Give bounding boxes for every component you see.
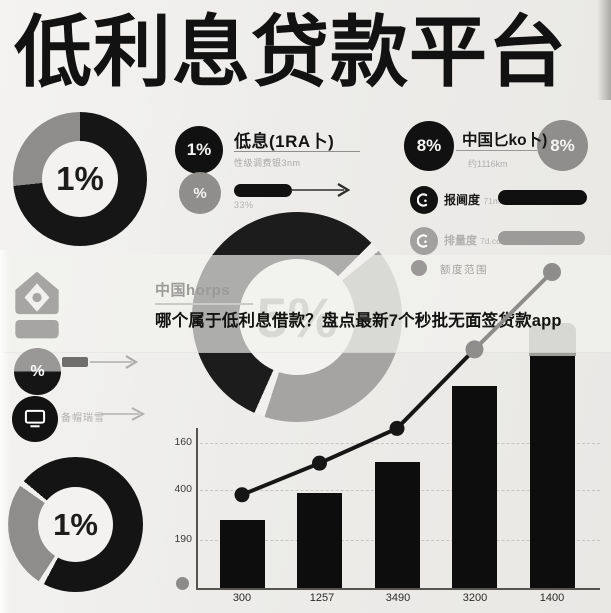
percent-badge: % [179, 172, 221, 214]
page-title: 低利息贷款平台 [14, 8, 568, 96]
rate-bar-caption: 33% [234, 200, 254, 210]
row-label-sub: 7d.cd [480, 236, 501, 246]
x-axis-tick: 3200 [462, 592, 488, 604]
legend-dot-icon [411, 260, 427, 276]
donut-chart-bottom-left: 1% [8, 457, 143, 592]
divider [456, 150, 537, 151]
y-axis-tick: 160 [174, 436, 192, 448]
right-arrow-icon [291, 182, 351, 198]
divider [155, 303, 253, 305]
row-label-2: 排量度 7d.cd [444, 232, 501, 248]
x-axis-tick: 3490 [385, 592, 411, 604]
china-card-title: 中国匕ko卜) [462, 132, 548, 149]
china-card-subtitle: 约1116km [468, 159, 508, 169]
donut-value: 1% [42, 141, 118, 217]
origin-dot-icon [176, 577, 189, 590]
rate-card-subtitle: 性级调费银3nm [234, 158, 301, 168]
rate-badge: 1% [175, 126, 223, 174]
bar [219, 520, 265, 588]
donut-value: 1% [38, 487, 113, 562]
crescent-icon [417, 193, 428, 207]
x-axis-tick: 300 [232, 592, 252, 604]
legend-label: 额度范围 [440, 264, 488, 276]
monitor-badge [12, 396, 58, 442]
donut-chart-top-left: 1% [13, 112, 147, 246]
x-axis-tick: 1400 [539, 592, 565, 604]
china-badge-left: 8% [404, 121, 454, 171]
bar [452, 385, 497, 588]
right-edge-shade [597, 0, 611, 100]
house-icon [15, 271, 59, 339]
headline-banner: 中国horps 哪个属于低利息借款？盘点最新7个秒批无面签贷款app [0, 255, 611, 353]
trend-point [312, 455, 327, 471]
row-label-text: 排量度 [444, 235, 477, 247]
row-label-sub: 71mm [483, 196, 507, 206]
row-badge-1 [410, 186, 438, 214]
percent-split-badge: % [14, 348, 61, 395]
progress-pill [234, 184, 292, 197]
left-edge-highlight [0, 250, 10, 613]
rate-card-title: 低息(1RA卜) [234, 132, 335, 151]
divider [234, 151, 360, 152]
bar [374, 461, 420, 588]
bar [297, 493, 342, 588]
china-badge-right: 8% [537, 120, 588, 171]
row-label-text: 报阃度 [444, 193, 481, 207]
trend-point [389, 420, 405, 436]
y-axis [196, 428, 198, 588]
x-axis-tick: 1257 [309, 592, 335, 604]
row-badge-2 [410, 227, 438, 255]
mini-progress-bar [62, 357, 88, 367]
y-axis-tick: 190 [174, 533, 192, 545]
right-arrow-icon [101, 407, 146, 421]
row-label-1: 报阃度 71mm [444, 191, 507, 208]
value-bar-dark [498, 190, 587, 205]
metric-row-label: 备帽瑞雪 [61, 413, 105, 424]
bar [529, 355, 575, 588]
y-axis-tick: 400 [174, 483, 192, 495]
headline-text: 哪个属于低利息借款？盘点最新7个秒批无面签贷款app [155, 312, 562, 330]
x-axis [196, 588, 600, 590]
right-arrow-icon [90, 355, 139, 369]
value-bar-gray [498, 231, 585, 245]
crescent-icon [417, 234, 428, 248]
monitor-icon [24, 409, 46, 428]
source-label: 中国horps [155, 282, 231, 299]
